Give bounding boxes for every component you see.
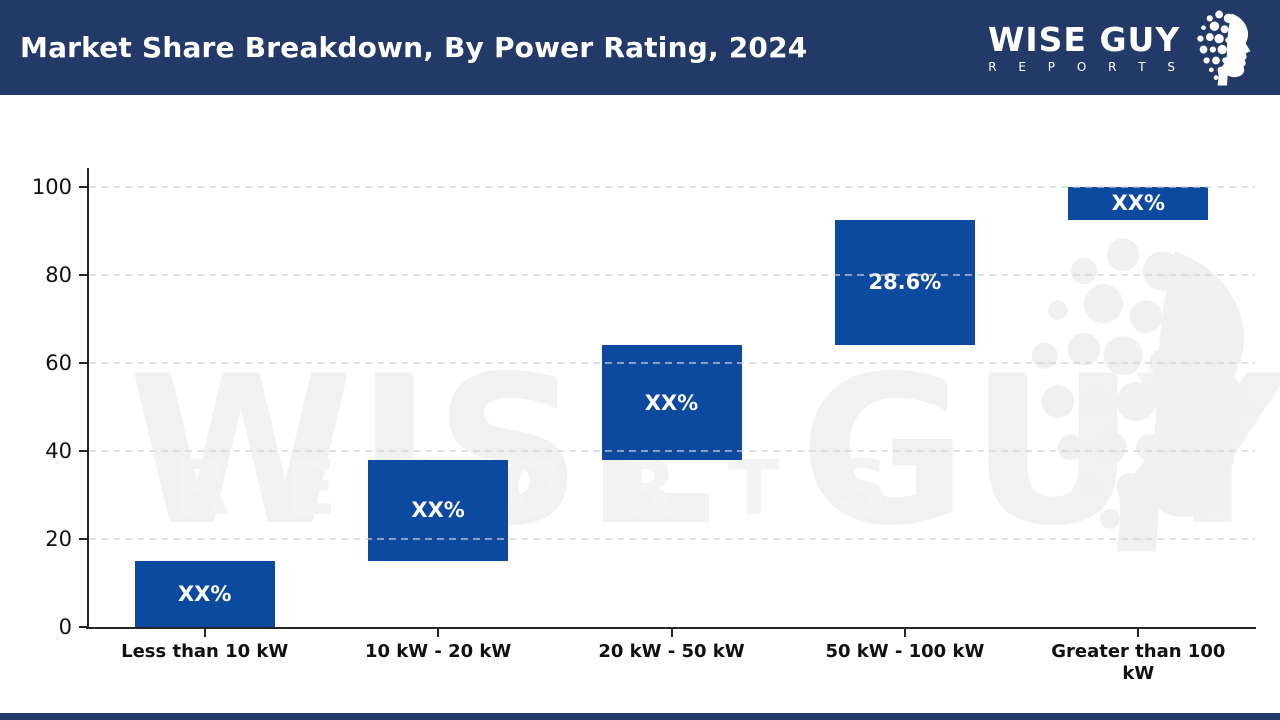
y-axis-tick — [79, 186, 87, 188]
bar-value-label: XX% — [411, 498, 465, 523]
x-axis-category-label: Greater than 100 kW — [1051, 641, 1226, 684]
footer-bar — [0, 713, 1280, 720]
bar-segment: 28.6% — [834, 219, 975, 346]
watermark-subtext: REPORTS — [172, 443, 943, 532]
y-axis-tick-label: 80 — [45, 263, 72, 287]
brand-name: WISE GUY — [987, 19, 1181, 59]
brand-subname: R E P O R T S — [988, 59, 1184, 74]
x-axis-tick — [903, 629, 906, 637]
x-axis-tick — [1137, 629, 1140, 637]
y-axis-tick-label: 40 — [45, 439, 72, 463]
x-axis-category-label: 20 kW - 50 kW — [598, 641, 745, 662]
bar-value-label: XX% — [644, 390, 699, 415]
header-bar: Market Share Breakdown, By Power Rating,… — [0, 0, 1280, 95]
x-axis-tick — [437, 629, 440, 637]
x-axis-category-label: Less than 10 kW — [121, 641, 289, 662]
chart-canvas: WISE GUY REPORTS 0 20 40 60 80 100 Less than 1… — [0, 95, 1280, 713]
y-axis-tick-label: 20 — [45, 527, 72, 551]
brand-logo: WISE GUY R E P O R T S — [984, 9, 1252, 87]
x-axis-category-label: 50 kW - 100 kW — [825, 641, 985, 662]
h-gridline — [89, 274, 1255, 276]
y-axis-tick — [79, 274, 87, 276]
brand-head-icon — [1197, 10, 1251, 85]
bar-value-label: XX% — [177, 582, 232, 606]
h-gridline — [89, 362, 1255, 364]
bar-segment: XX% — [1068, 187, 1209, 220]
page-title: Market Share Breakdown, By Power Rating,… — [20, 31, 808, 64]
y-axis-tick — [79, 626, 87, 628]
y-axis-tick — [79, 450, 87, 452]
x-axis-line — [86, 627, 1256, 629]
x-axis-tick — [203, 629, 206, 637]
bar-segment: XX% — [368, 459, 509, 561]
bar-segment: XX% — [601, 345, 742, 460]
h-gridline — [89, 186, 1255, 188]
h-gridline — [89, 538, 1255, 540]
x-axis-tick — [670, 629, 673, 637]
x-axis-category-label: 10 kW - 20 kW — [364, 641, 512, 662]
h-gridline — [89, 450, 1255, 452]
y-axis-tick-label: 100 — [31, 175, 72, 199]
watermark-head-icon — [1031, 238, 1254, 552]
y-axis-line — [87, 168, 89, 629]
y-axis-tick-label: 60 — [45, 351, 72, 375]
bar-value-label: XX% — [1111, 191, 1166, 216]
y-axis-tick-label: 0 — [58, 615, 72, 639]
brand-logo-text: WISE GUY R E P O R T S — [984, 23, 1184, 73]
y-axis-tick — [79, 538, 87, 540]
y-axis-tick — [79, 362, 87, 364]
bar-segment: XX% — [134, 561, 275, 627]
